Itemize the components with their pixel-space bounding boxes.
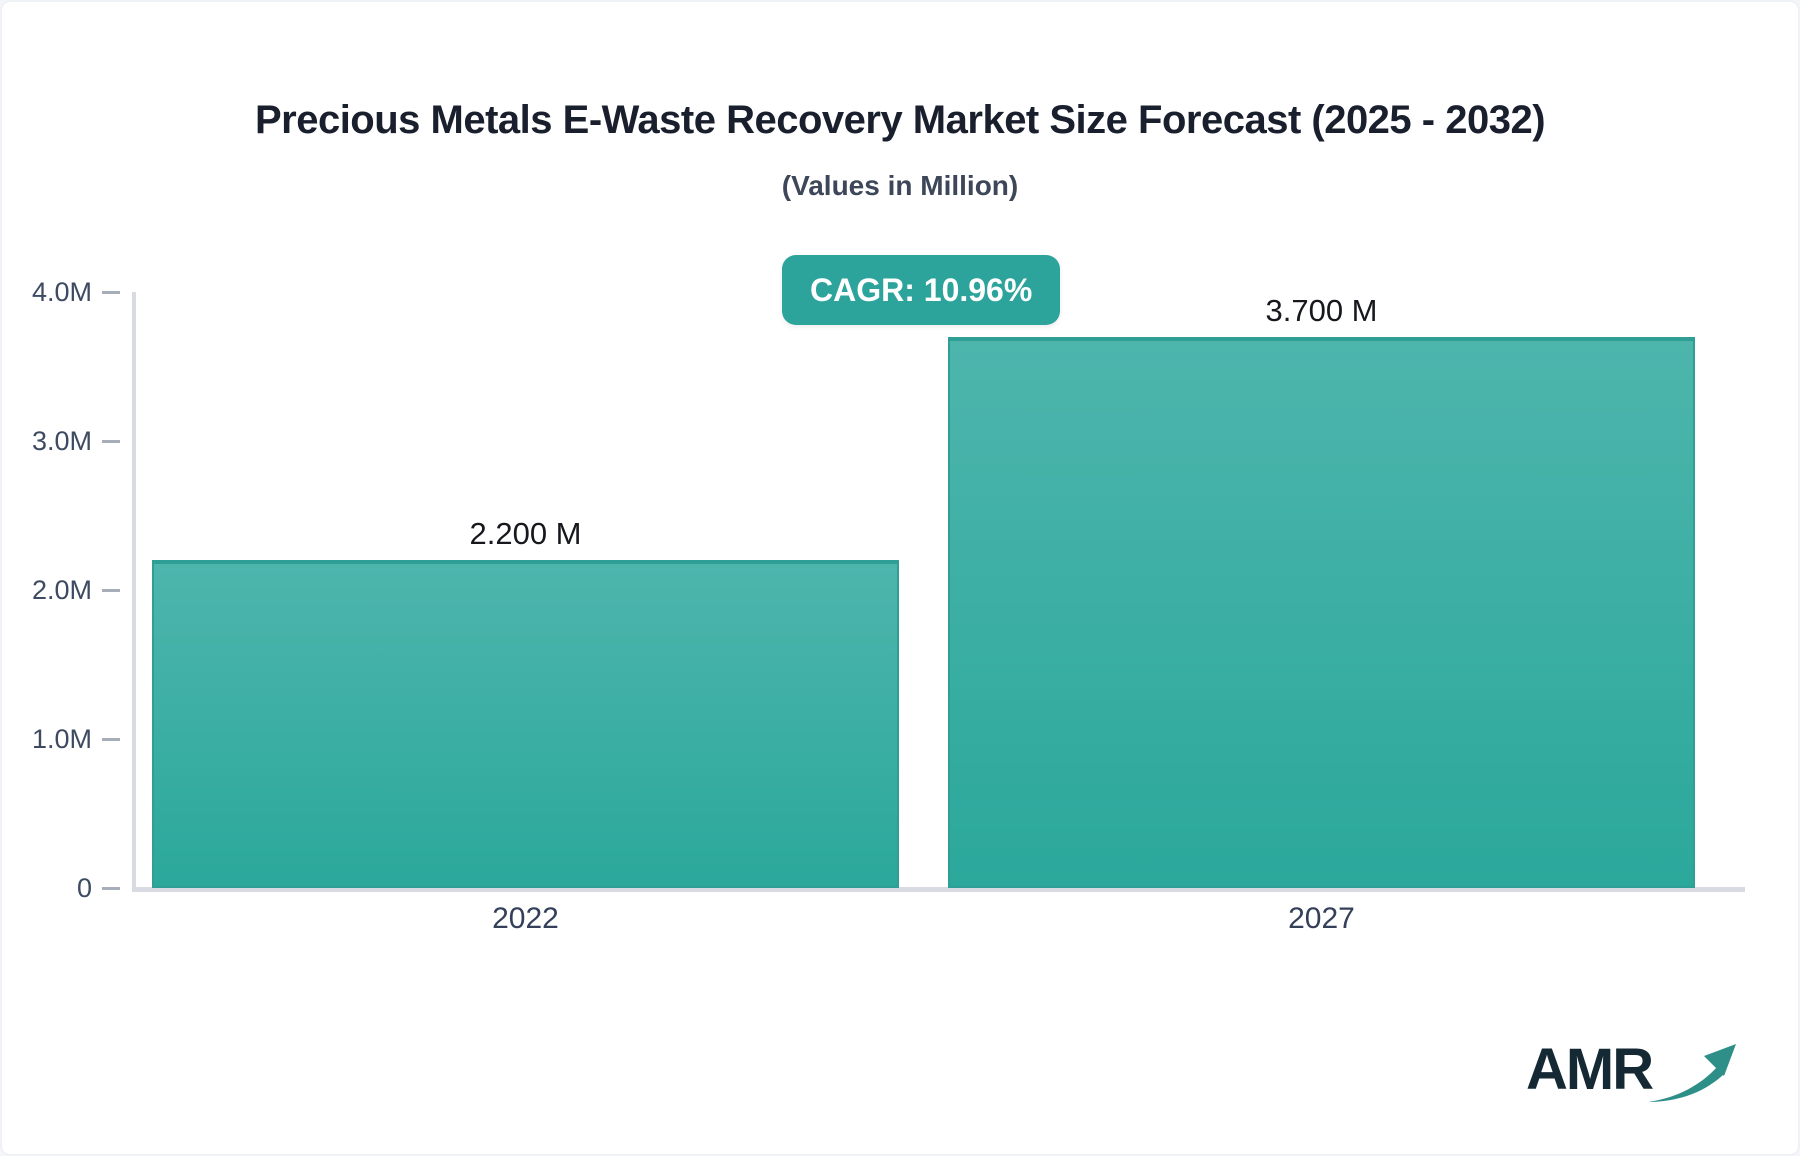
x-axis-line — [132, 887, 1745, 892]
y-tick-label: 0 — [76, 873, 92, 903]
trending-up-arrow-icon — [1648, 1044, 1737, 1102]
bar — [948, 336, 1695, 888]
plot-area: 4.0M 3.0M 2.0M 1.0M 0 2.200 M 2022 3.700 M 2027 — [32, 277, 1745, 935]
y-tick-dash — [102, 738, 120, 741]
bar-value-label: 3.700 M — [1265, 292, 1378, 328]
y-tick-label: 2.0M — [31, 575, 92, 605]
y-tick-dash — [102, 589, 120, 592]
y-tick-dash — [102, 291, 120, 294]
amr-logo-text: AMR — [1526, 1037, 1654, 1102]
cagr-badge: CAGR: 10.96% — [782, 255, 1061, 326]
y-tick-label: 4.0M — [31, 277, 92, 307]
x-category-label: 2027 — [1288, 902, 1355, 935]
bar-value-label: 2.200 M — [469, 516, 582, 552]
y-tick-dash — [102, 440, 120, 443]
x-category-label: 2022 — [492, 902, 559, 935]
y-tick-label: 1.0M — [31, 724, 92, 754]
y-tick-dash — [102, 887, 120, 890]
y-axis-line — [132, 292, 136, 892]
amr-logo: AMR — [1526, 1038, 1738, 1106]
y-tick-label: 3.0M — [31, 426, 92, 456]
bar — [152, 560, 899, 888]
chart-subtitle: (Values in Million) — [781, 170, 1019, 201]
chart-title: Precious Metals E-Waste Recovery Market … — [254, 98, 1546, 142]
